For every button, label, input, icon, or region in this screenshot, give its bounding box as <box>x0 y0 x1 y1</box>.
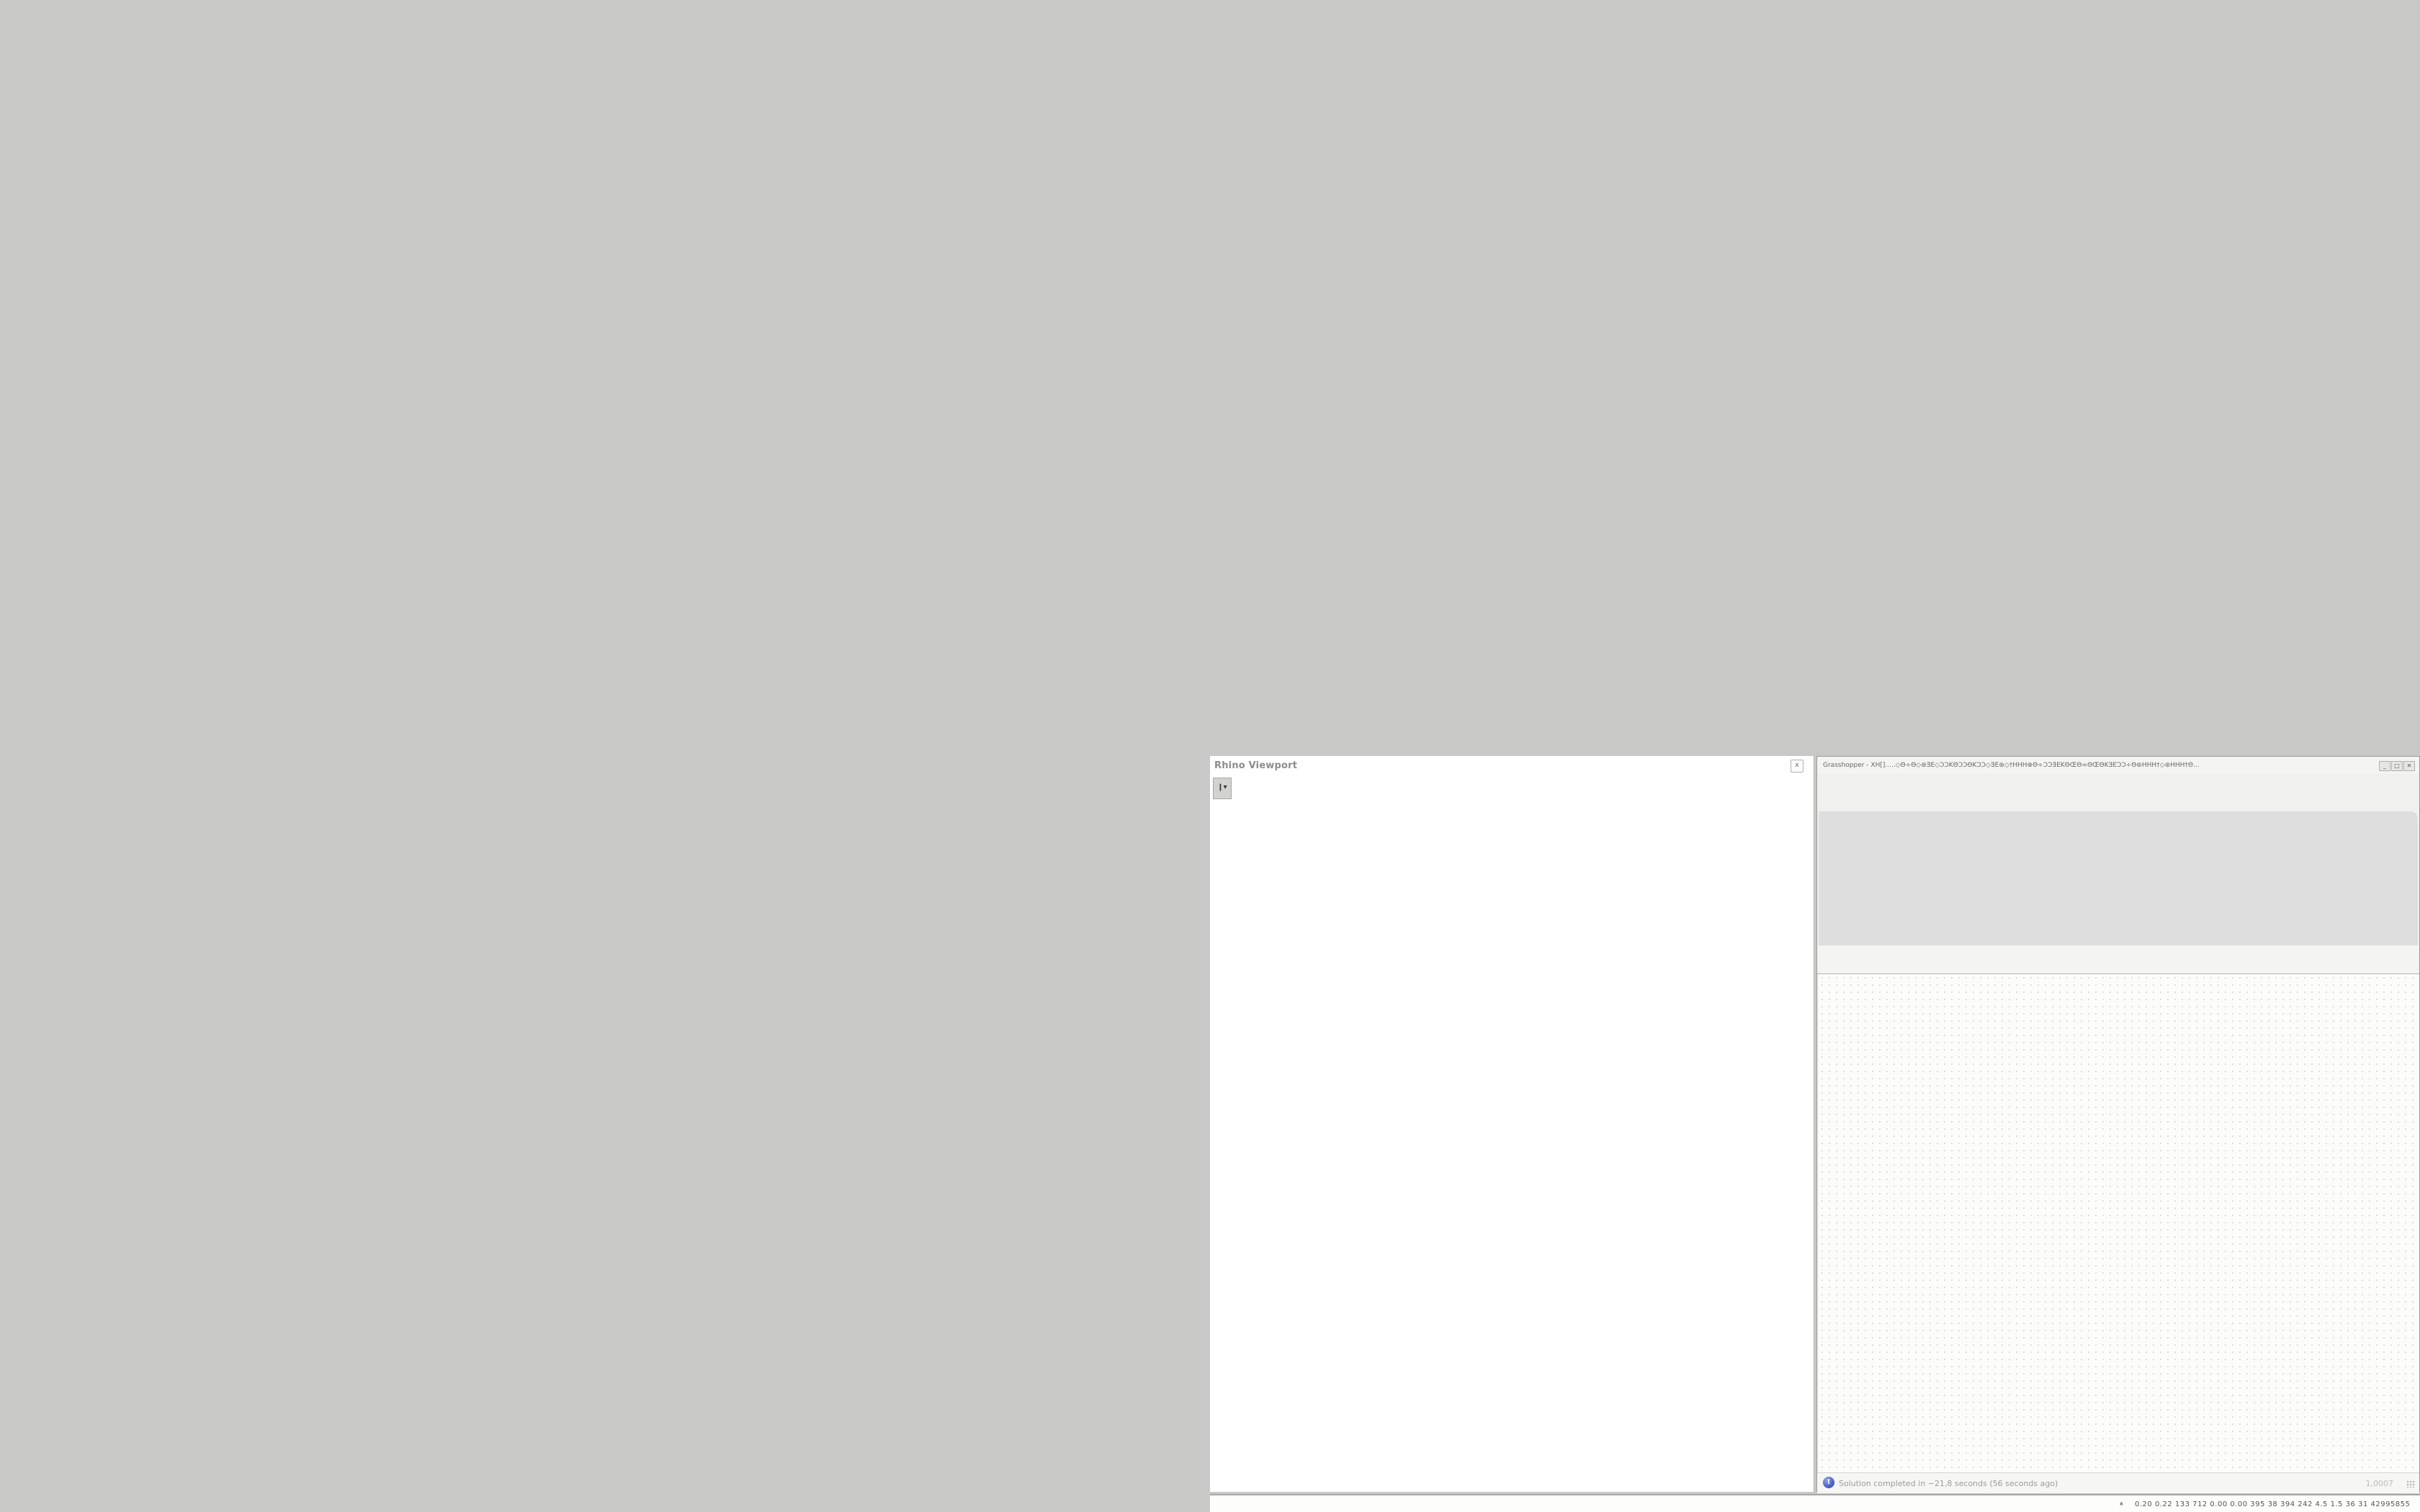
maximize-icon[interactable]: □ <box>2391 761 2403 771</box>
resize-grip[interactable] <box>2406 1480 2415 1488</box>
definition-canvas[interactable] <box>1819 974 2419 1472</box>
os-taskbar: « 0.20 0.22 133 712 0.00 0.00 395 38 394… <box>1210 1494 2420 1512</box>
menu-bar <box>1817 774 2419 793</box>
close-icon[interactable]: x <box>1791 760 1803 773</box>
canvas-toolbar <box>1817 945 2419 974</box>
component-ribbon <box>1819 811 2418 946</box>
node-layer <box>1819 974 2419 1472</box>
close-icon[interactable]: ✕ <box>2403 761 2415 771</box>
grasshopper-window: Grasshopper - XH[].....◇Θ÷Θ◇⊛ƎΕ◇ƆϽΚΘƆϽΘΚ… <box>1816 756 2420 1493</box>
quadrant-bottom-right: Rhino Viewport x ❙▾ Grasshopper - XH[]..… <box>1210 756 2420 1512</box>
status-value: 1,0007 <box>2365 1479 2394 1488</box>
viewport-display-dropdown[interactable]: ❙▾ <box>1213 778 1232 799</box>
circle-packing-viewport[interactable] <box>1210 756 1426 864</box>
chevron-up-icon[interactable]: « <box>2117 1501 2125 1506</box>
minimize-icon[interactable]: _ <box>2379 761 2390 771</box>
viewport-panel-title: Rhino Viewport <box>1214 760 1298 771</box>
component-tab-strip <box>1817 793 2419 811</box>
status-info-icon: ! <box>1823 1477 1834 1488</box>
solution-status-text: Solution completed in −21,8 seconds (56 … <box>1839 1479 2058 1488</box>
grasshopper-titlebar[interactable]: Grasshopper - XH[].....◇Θ÷Θ◇⊛ƎΕ◇ƆϽΚΘƆϽΘΚ… <box>1817 757 2419 774</box>
taskbar-statistics: 0.20 0.22 133 712 0.00 0.00 395 38 394 2… <box>2135 1500 2411 1508</box>
rhino-viewport-panel: Rhino Viewport x ❙▾ <box>1210 756 1814 1492</box>
window-title: Grasshopper - XH[].....◇Θ÷Θ◇⊛ƎΕ◇ƆϽΚΘƆϽΘΚ… <box>1823 762 2200 769</box>
gh-status-bar: ! Solution completed in −21,8 seconds (5… <box>1817 1472 2419 1493</box>
